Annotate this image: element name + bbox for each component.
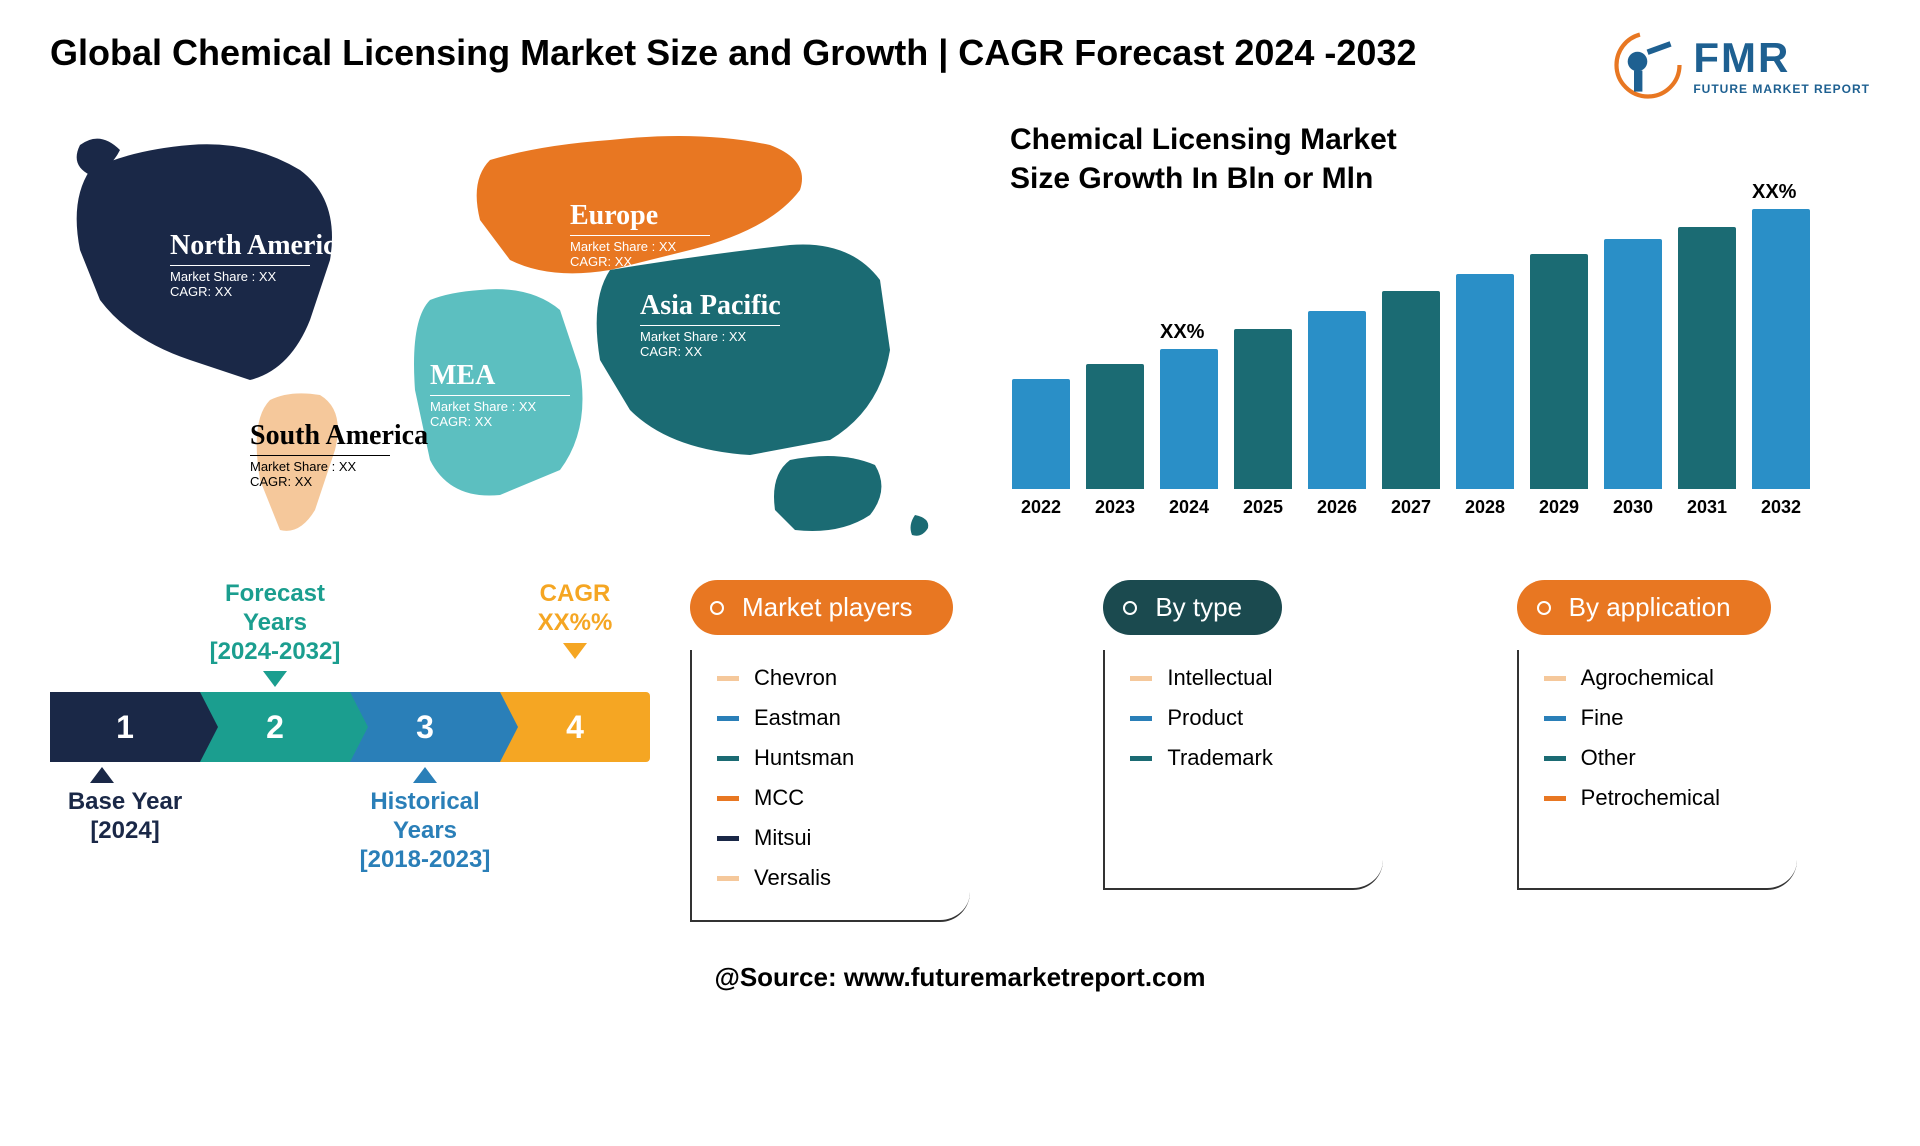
bar-2030: 2030 [1602,239,1664,518]
forecast-years-label: Forecast Years[2024-2032] [200,580,350,666]
header: Global Chemical Licensing Market Size an… [50,30,1870,100]
info-item: Eastman [717,705,950,731]
region-south-america: South America Market Share : XX CAGR: XX [250,420,428,489]
historical-years-label: Historical Years[2018-2023] [350,788,500,874]
bar-2025: 2025 [1232,329,1294,518]
bar-2026: 2026 [1306,311,1368,518]
region-mea: MEA Market Share : XX CAGR: XX [430,360,570,429]
lower-row: Forecast Years[2024-2032] CAGRXX%% 1234 … [50,580,1870,922]
world-map: North America Market Share : XX CAGR: XX… [50,120,970,540]
pill-header: By type [1103,580,1282,635]
logo-subtitle: FUTURE MARKET REPORT [1693,82,1870,96]
timeline-seg-1: 1 [50,692,200,762]
region-north-america: North America Market Share : XX CAGR: XX [170,230,350,299]
info-item: Trademark [1130,745,1363,771]
info-item: Agrochemical [1544,665,1777,691]
info-item: Product [1130,705,1363,731]
bar-2028: 2028 [1454,274,1516,518]
timeline: Forecast Years[2024-2032] CAGRXX%% 1234 … [50,580,650,875]
info-col-by-application: By application Agrochemical Fine Other Petro… [1517,580,1870,922]
pill-header: By application [1517,580,1771,635]
info-item: Petrochemical [1544,785,1777,811]
info-item: Other [1544,745,1777,771]
info-col-by-type: By type Intellectual Product Trademark [1103,580,1456,922]
upper-row: North America Market Share : XX CAGR: XX… [50,120,1870,540]
bar-2024: XX%2024 [1158,349,1220,518]
logo: FMR FUTURE MARKET REPORT [1613,30,1870,100]
logo-icon [1613,30,1683,100]
info-col-market-players: Market players Chevron Eastman Huntsman MCC M… [690,580,1043,922]
bar-2023: 2023 [1084,364,1146,518]
bar-2029: 2029 [1528,254,1590,518]
bar-2031: 2031 [1676,227,1738,518]
timeline-seg-3: 3 [350,692,500,762]
base-year-label: Base Year[2024] [50,788,200,846]
info-columns: Market players Chevron Eastman Huntsman MCC M… [690,580,1870,922]
bar-2027: 2027 [1380,291,1442,518]
info-item: Huntsman [717,745,950,771]
bar-2032: XX%2032 [1750,209,1812,518]
chart-title: Chemical Licensing Market Size Growth In… [1010,120,1430,198]
region-europe: Europe Market Share : XX CAGR: XX [570,200,710,269]
cagr-label: CAGRXX%% [500,580,650,638]
timeline-seg-4: 4 [500,692,650,762]
bars-container: 20222023XX%20242025202620272028202920302… [1010,218,1870,518]
info-item: Intellectual [1130,665,1363,691]
map-svg [50,120,970,540]
region-asia-pacific: Asia Pacific Market Share : XX CAGR: XX [640,290,781,359]
info-item: Chevron [717,665,950,691]
source-attribution: @Source: www.futuremarketreport.com [50,962,1870,993]
bar-2022: 2022 [1010,379,1072,518]
info-item: Mitsui [717,825,950,851]
timeline-bar: 1234 [50,692,650,762]
info-item: Versalis [717,865,950,891]
timeline-seg-2: 2 [200,692,350,762]
logo-brand: FMR [1693,34,1870,82]
info-item: Fine [1544,705,1777,731]
info-item: MCC [717,785,950,811]
pill-header: Market players [690,580,953,635]
page-title: Global Chemical Licensing Market Size an… [50,30,1417,77]
bar-chart: Chemical Licensing Market Size Growth In… [1010,120,1870,518]
